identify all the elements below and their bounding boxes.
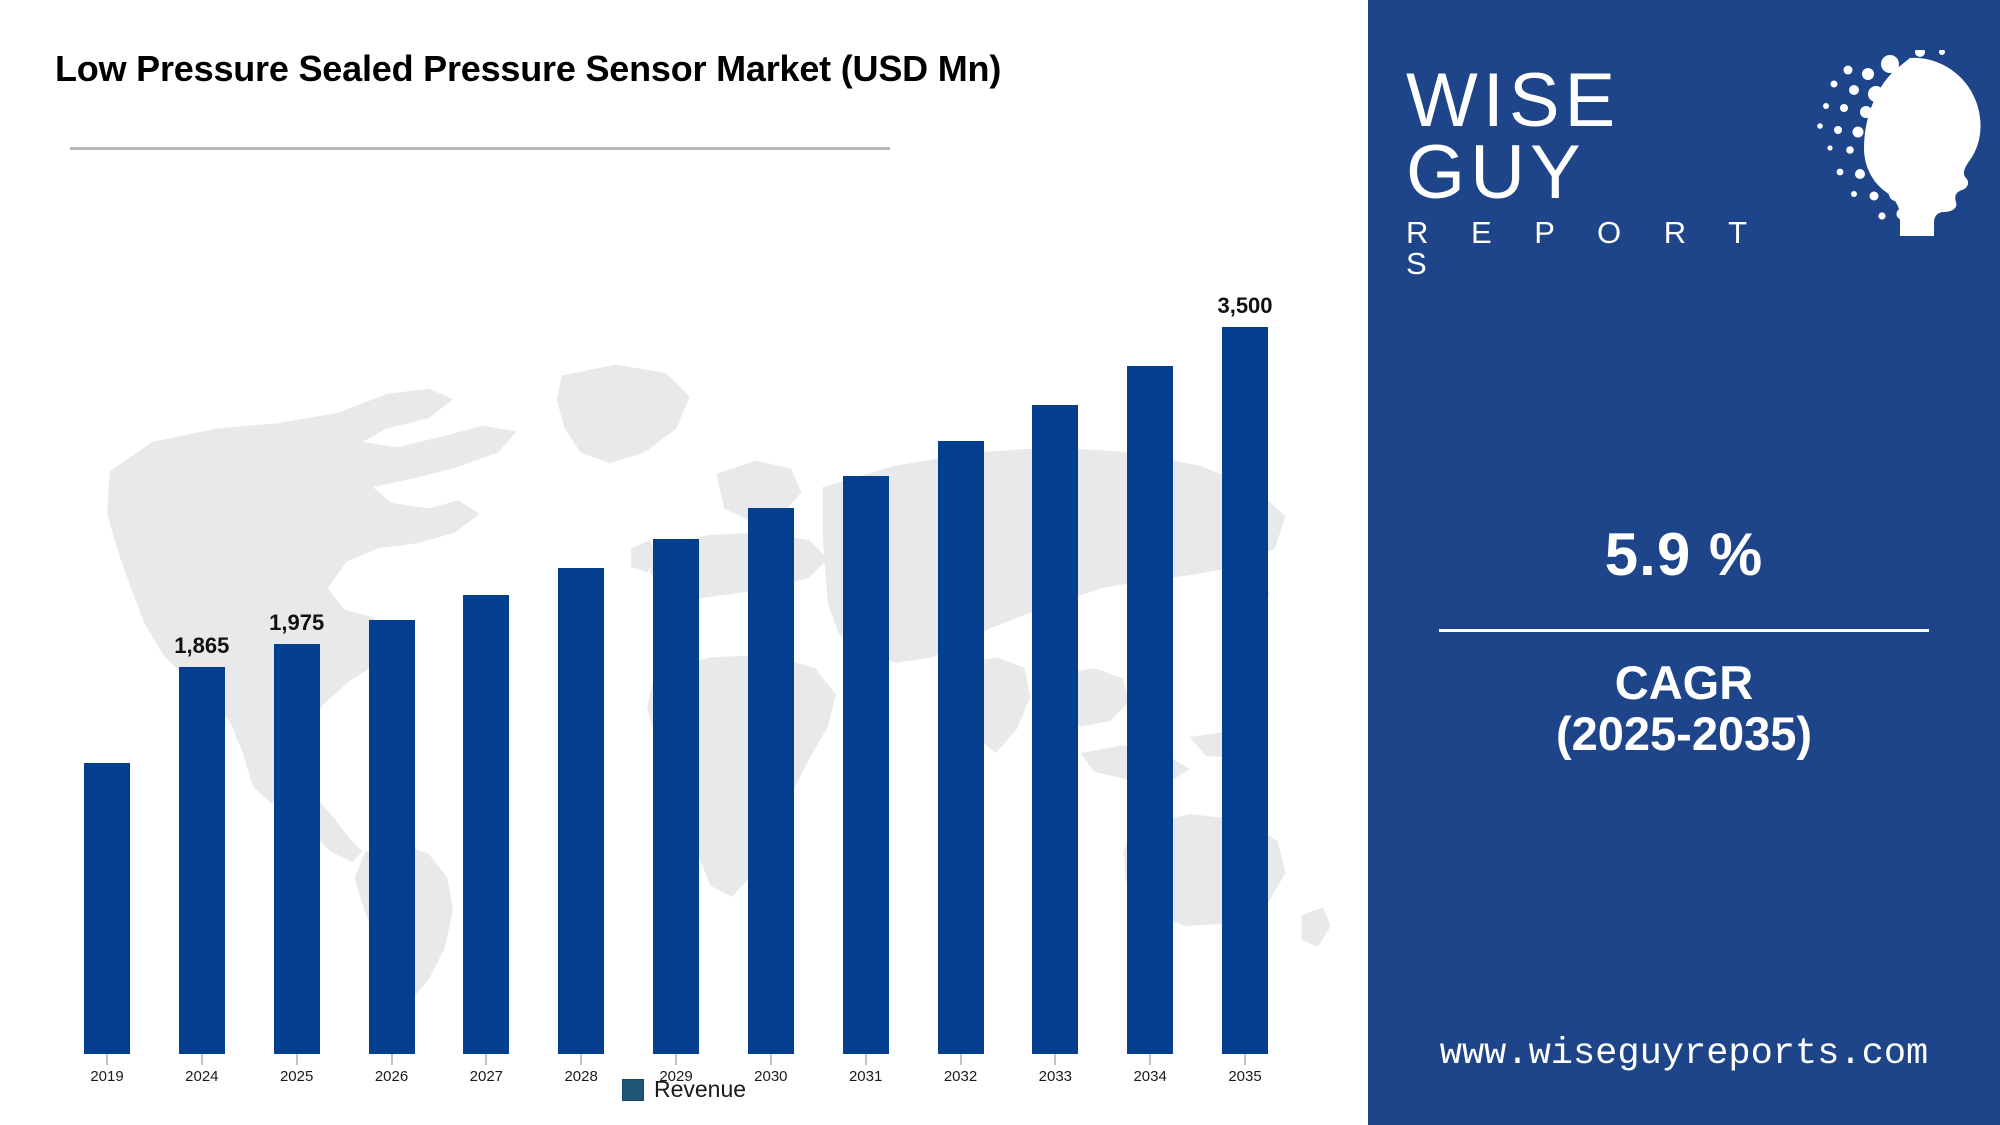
x-axis-tick-label: 2019 [90,1068,124,1085]
bar-group: 2032 [931,441,991,1085]
bar-group: 2026 [362,620,422,1085]
website-url[interactable]: www.wiseguyreports.com [1439,1033,1929,1075]
axis-tick-mark [770,1054,772,1065]
x-axis-tick-label: 2028 [564,1068,598,1085]
x-axis-tick-label: 2034 [1133,1068,1167,1085]
x-axis-tick-label: 2035 [1228,1068,1262,1085]
cagr-period: (2025-2035) [1555,707,1813,761]
bar-group: 2028 [551,568,611,1085]
axis-tick-mark [675,1054,677,1065]
bar-group: 2030 [741,508,801,1085]
bar[interactable] [178,667,225,1054]
x-axis-tick-label: 2026 [374,1068,409,1085]
title-divider [70,147,890,150]
axis-tick-mark [865,1054,867,1065]
bar-group: 1,865 2024 [172,633,232,1085]
x-axis-tick-label: 2033 [1038,1068,1073,1085]
legend-label-revenue: Revenue [653,1076,747,1102]
bar[interactable] [747,508,794,1054]
x-axis-tick-label: 2030 [754,1068,788,1085]
bar[interactable] [1127,366,1174,1054]
dotted-head-profile-icon [1817,50,1981,237]
bar-group: 2031 [836,476,896,1085]
bar-value-label: 1,975 [269,610,325,635]
bar[interactable] [368,620,415,1054]
axis-tick-mark [1054,1054,1056,1065]
x-axis-tick-label: 2029 [659,1068,693,1085]
x-axis-tick-label: 2024 [185,1068,219,1085]
cagr-divider [1439,629,1929,632]
axis-tick-mark [1149,1054,1151,1065]
axis-tick-mark [106,1054,108,1065]
bar-group: 3,500 2035 [1215,293,1275,1085]
bar-group: 2033 [1025,405,1085,1085]
bar[interactable] [273,644,320,1054]
revenue-color-swatch [621,1078,644,1101]
x-axis-tick-label: 2032 [943,1068,978,1085]
brand-panel: WISE GUY R E P O R T S [1368,0,2000,1125]
chart-title: Low Pressure Sealed Pressure Sensor Mark… [55,48,1002,89]
axis-tick-mark [485,1054,487,1065]
logo-line-wise-guy: WISE GUY [1406,58,1621,216]
bar-value-label: 3,500 [1217,293,1273,318]
cagr-block: 5.9 % CAGR (2025-2035) [1368,520,2000,761]
bar[interactable] [653,539,699,1054]
axis-tick-mark [296,1054,298,1065]
bar-group: 2029 [646,539,706,1085]
axis-tick-mark [201,1054,203,1065]
logo-wordmark: WISE GUY R E P O R T S [1406,58,1826,282]
bar-group: 1,975 2025 [267,610,327,1085]
bar-group: 2027 [456,595,516,1085]
x-axis-tick-label: 2027 [469,1068,504,1085]
cagr-label: CAGR [1614,656,1754,709]
axis-tick-mark [580,1054,582,1065]
cagr-value: 5.9 % [1604,521,1764,588]
logo-line-reports: R E P O R T S [1406,215,1764,282]
x-axis-tick-label: 2031 [848,1068,883,1085]
bar-value-label: 1,865 [174,633,230,658]
bar[interactable] [558,568,605,1054]
x-axis-tick-label: 2025 [279,1068,314,1085]
chart-legend: Revenue [0,1076,1368,1103]
plot-area: 2019 1,865 2024 1,975 2025 2026 2027 2028 2029 20… [77,293,1275,1085]
axis-tick-mark [1244,1054,1246,1065]
bar-group: 2034 [1120,366,1180,1085]
axis-tick-mark [960,1054,961,1065]
bar[interactable] [1222,327,1268,1054]
wiseguy-logo[interactable]: WISE GUY R E P O R T S [1368,50,2000,279]
bar[interactable] [1032,405,1079,1054]
chart-panel: Low Pressure Sealed Pressure Sensor Mark… [0,48,1368,1103]
axis-tick-mark [391,1054,392,1065]
bar-group: 2019 [77,763,137,1085]
bar[interactable] [463,595,510,1054]
bar[interactable] [84,763,130,1054]
bar[interactable] [842,476,889,1054]
bar[interactable] [937,441,984,1054]
